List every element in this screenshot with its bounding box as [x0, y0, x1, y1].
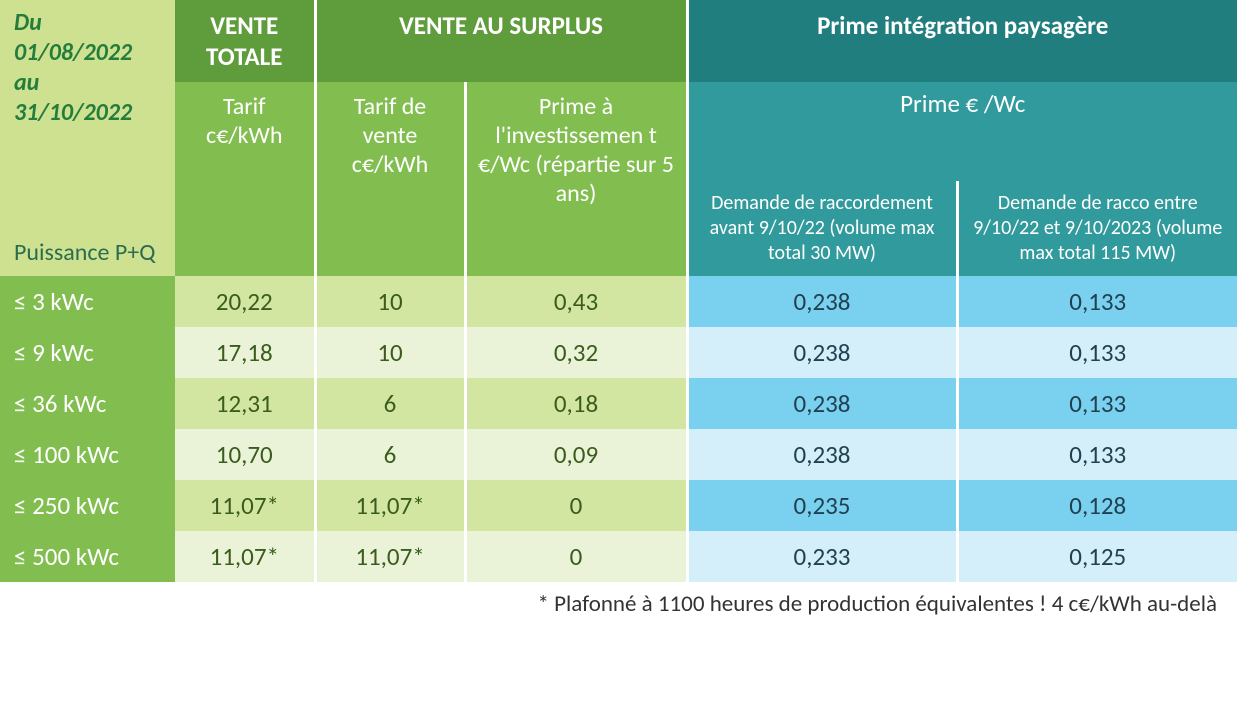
cell-tarif: 12,31 — [175, 378, 315, 429]
table-body: ≤ 3 kWc20,22100,430,2380,133≤ 9 kWc17,18… — [0, 276, 1237, 582]
cell-prime-b: 0,128 — [957, 480, 1237, 531]
cell-tarif-vente: 11,07* — [315, 531, 465, 582]
header-vente-surplus: VENTE AU SURPLUS — [315, 0, 687, 82]
cell-tarif: 10,70 — [175, 429, 315, 480]
header-prime-invest: Prime à l'investissemen t €/Wc (répartie… — [465, 82, 687, 276]
header-demande-a: Demande de raccordement avant 9/10/22 (v… — [687, 181, 957, 276]
prime-wc-label: Prime € /Wc — [900, 88, 1025, 119]
demande-b-text: Demande de racco entre 9/10/22 et 9/10/2… — [967, 191, 1230, 266]
cell-tarif: 17,18 — [175, 327, 315, 378]
table-row: ≤ 9 kWc17,18100,320,2380,133 — [0, 327, 1237, 378]
tariff-table: Du 01/08/2022 au 31/10/2022 Puissance P+… — [0, 0, 1237, 582]
header-period-cell: Du 01/08/2022 au 31/10/2022 Puissance P+… — [0, 0, 175, 276]
header-tarif: Tarif c€/kWh — [175, 82, 315, 276]
period-line: Du — [14, 8, 163, 38]
period-line: 01/08/2022 — [14, 38, 163, 68]
cell-prime-b: 0,133 — [957, 276, 1237, 327]
header-prime-paysagere: Prime intégration paysagère — [687, 0, 1237, 82]
cell-prime-a: 0,238 — [687, 327, 957, 378]
table-row: ≤ 3 kWc20,22100,430,2380,133 — [0, 276, 1237, 327]
cell-prime-invest: 0,09 — [465, 429, 687, 480]
table-row: ≤ 250 kWc11,07*11,07*00,2350,128 — [0, 480, 1237, 531]
header-tarif-vente: Tarif de vente c€/kWh — [315, 82, 465, 276]
cell-tarif-vente: 10 — [315, 327, 465, 378]
cell-prime-a: 0,233 — [687, 531, 957, 582]
cell-prime-a: 0,235 — [687, 480, 957, 531]
cell-prime-a: 0,238 — [687, 276, 957, 327]
row-label: ≤ 100 kWc — [0, 429, 175, 480]
cell-prime-b: 0,133 — [957, 378, 1237, 429]
table-row: ≤ 100 kWc10,7060,090,2380,133 — [0, 429, 1237, 480]
cell-prime-invest: 0 — [465, 480, 687, 531]
period-line: 31/10/2022 — [14, 98, 163, 128]
cell-tarif: 11,07* — [175, 480, 315, 531]
period-line: au — [14, 68, 163, 98]
cell-tarif: 20,22 — [175, 276, 315, 327]
table-row: ≤ 500 kWc11,07*11,07*00,2330,125 — [0, 531, 1237, 582]
row-label: ≤ 250 kWc — [0, 480, 175, 531]
cell-tarif-vente: 11,07* — [315, 480, 465, 531]
row-label: ≤ 36 kWc — [0, 378, 175, 429]
cell-prime-invest: 0,32 — [465, 327, 687, 378]
row-label: ≤ 9 kWc — [0, 327, 175, 378]
cell-prime-invest: 0 — [465, 531, 687, 582]
cell-prime-invest: 0,18 — [465, 378, 687, 429]
row-label: ≤ 3 kWc — [0, 276, 175, 327]
header-vente-totale: VENTE TOTALE — [175, 0, 315, 82]
header-demande-b: Demande de racco entre 9/10/22 et 9/10/2… — [957, 181, 1237, 276]
puissance-label: Puissance P+Q — [14, 238, 163, 268]
cell-prime-b: 0,133 — [957, 429, 1237, 480]
row-label: ≤ 500 kWc — [0, 531, 175, 582]
demande-a-text: Demande de raccordement avant 9/10/22 (v… — [697, 191, 948, 266]
cell-tarif-vente: 6 — [315, 429, 465, 480]
cell-prime-b: 0,133 — [957, 327, 1237, 378]
cell-prime-a: 0,238 — [687, 378, 957, 429]
header-prime-wc: Prime € /Wc — [687, 82, 1237, 181]
cell-tarif: 11,07* — [175, 531, 315, 582]
cell-prime-a: 0,238 — [687, 429, 957, 480]
cell-prime-b: 0,125 — [957, 531, 1237, 582]
cell-tarif-vente: 10 — [315, 276, 465, 327]
cell-tarif-vente: 6 — [315, 378, 465, 429]
footnote: * Plafonné à 1100 heures de production é… — [0, 582, 1237, 618]
table-row: ≤ 36 kWc12,3160,180,2380,133 — [0, 378, 1237, 429]
cell-prime-invest: 0,43 — [465, 276, 687, 327]
